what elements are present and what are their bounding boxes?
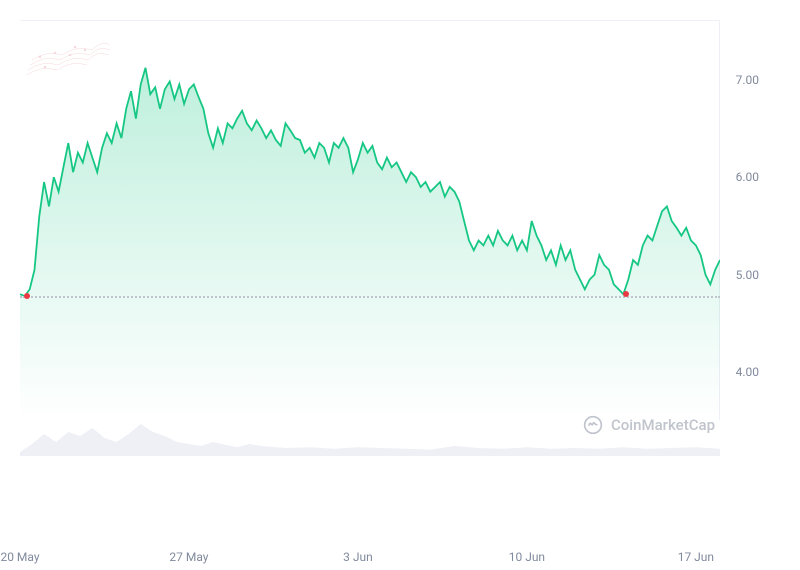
x-tick-label: 17 Jun xyxy=(678,550,714,564)
x-tick-label: 10 Jun xyxy=(509,550,545,564)
x-tick-label: 27 May xyxy=(169,550,208,564)
y-tick-label: 4.00 xyxy=(736,365,759,379)
watermark-text: CoinMarketCap xyxy=(611,416,715,434)
x-axis: 20 May27 May3 Jun10 Jun17 Jun xyxy=(20,550,720,570)
x-tick-label: 20 May xyxy=(0,550,39,564)
plot-area: 4.005.006.007.00 xyxy=(20,20,720,420)
coinmarketcap-watermark: CoinMarketCap xyxy=(583,415,715,435)
y-tick-label: 7.00 xyxy=(736,73,759,87)
y-tick-label: 6.00 xyxy=(736,170,759,184)
y-axis: 4.00 5.00 6.00 7.00 xyxy=(719,21,759,421)
crypto-price-chart: 4.005.006.007.00 20 May27 May3 Jun10 Jun… xyxy=(20,20,760,510)
price-line-svg xyxy=(20,21,720,421)
baseline-dotted xyxy=(20,296,720,298)
low-marker-dot xyxy=(623,291,629,297)
coinmarketcap-icon xyxy=(583,415,603,435)
low-marker-dot xyxy=(24,293,30,299)
y-tick-label: 5.00 xyxy=(736,268,759,282)
x-tick-label: 3 Jun xyxy=(343,550,373,564)
